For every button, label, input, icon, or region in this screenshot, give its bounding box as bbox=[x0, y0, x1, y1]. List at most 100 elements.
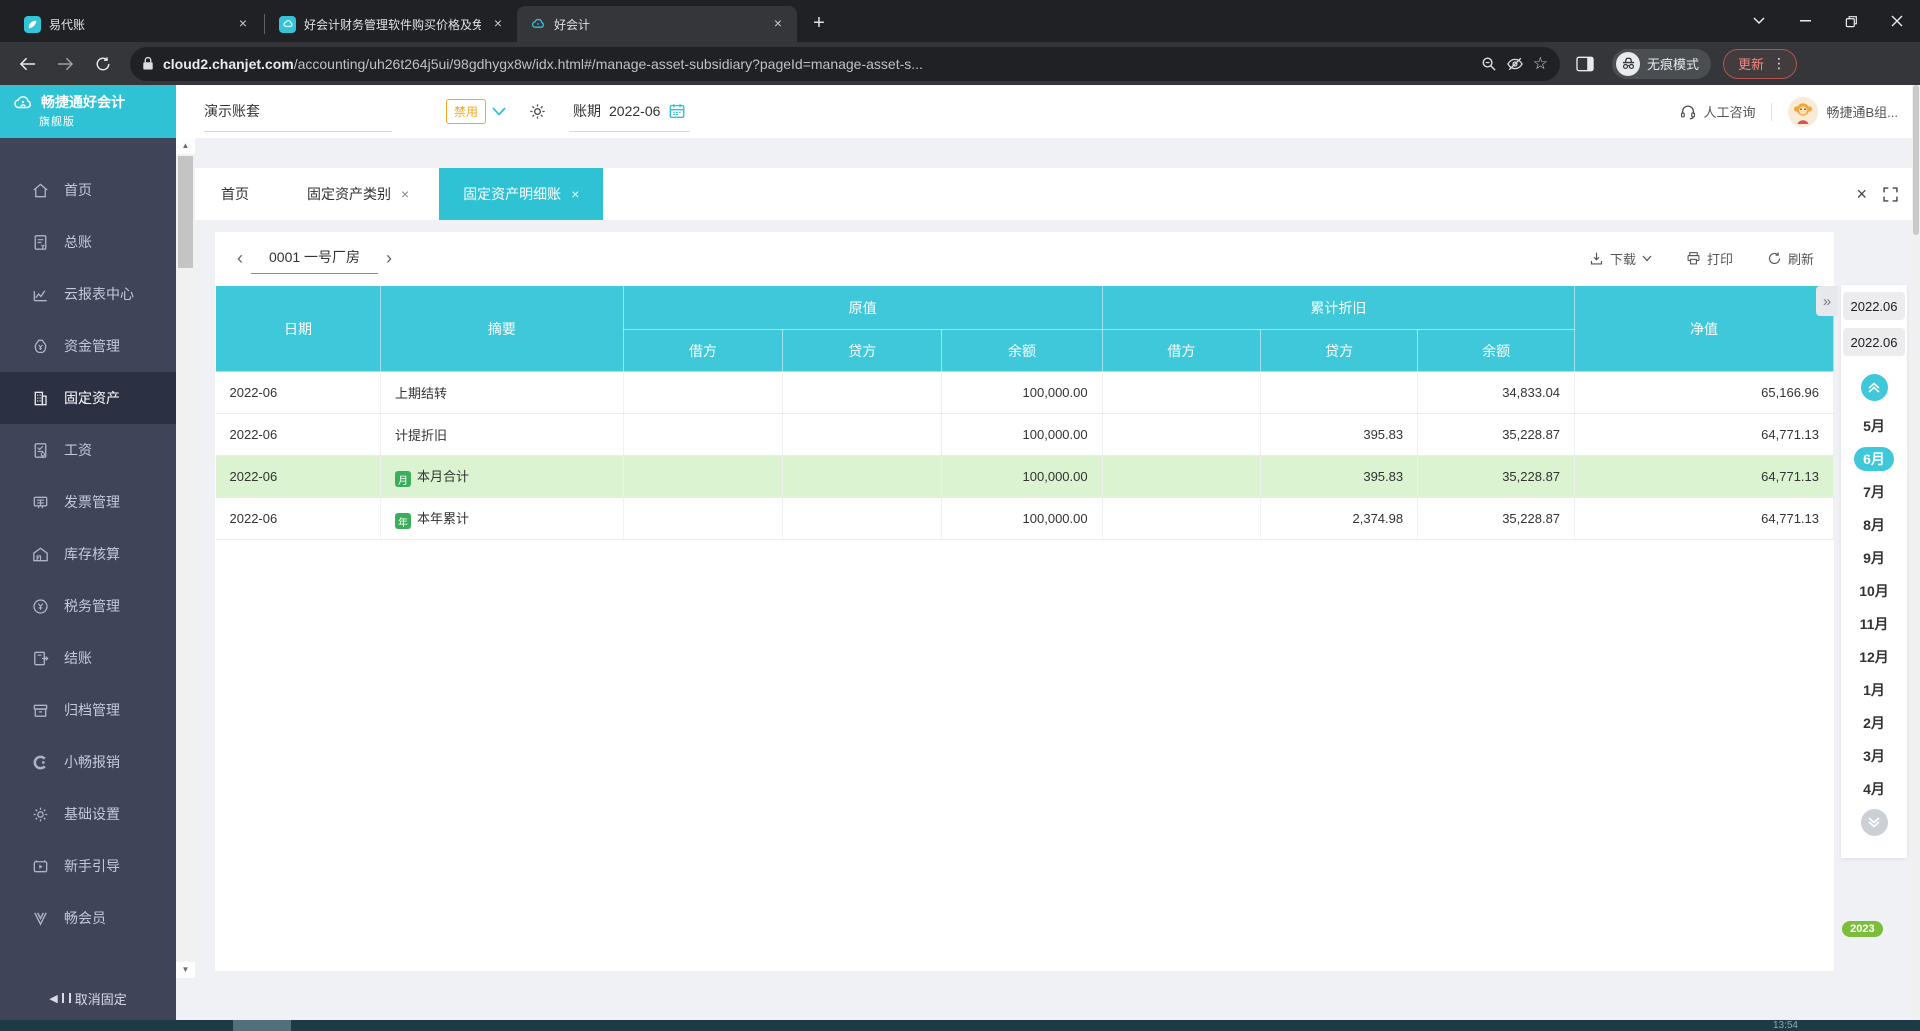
browser-scrollbar[interactable] bbox=[1912, 85, 1920, 1020]
close-page-icon[interactable]: × bbox=[1856, 183, 1867, 204]
month-item[interactable]: 3月 bbox=[1863, 748, 1885, 764]
horizontal-scroll-thumb[interactable] bbox=[233, 1020, 291, 1031]
month-item[interactable]: 8月 bbox=[1863, 517, 1885, 533]
refresh-button[interactable]: 刷新 bbox=[1767, 249, 1814, 268]
sidebar-item-tax[interactable]: 税务管理 bbox=[0, 580, 176, 632]
support-link[interactable]: 人工咨询 bbox=[1703, 105, 1756, 120]
sidebar-item-cloud-reports[interactable]: 云报表中心 bbox=[0, 268, 176, 320]
side-panel-icon[interactable] bbox=[1576, 56, 1594, 72]
month-scroll-up-button[interactable] bbox=[1860, 374, 1888, 401]
sidebar-item-inventory[interactable]: 库存核算 bbox=[0, 528, 176, 580]
scroll-up-icon[interactable]: ▲ bbox=[176, 138, 195, 154]
download-button[interactable]: 下载 bbox=[1589, 249, 1652, 268]
tab-close-icon[interactable]: × bbox=[238, 15, 248, 31]
month-item[interactable]: 9月 bbox=[1863, 550, 1885, 566]
table-row[interactable]: 2022-06 上期结转 100,000.00 34,833.04 65,166… bbox=[215, 371, 1834, 414]
sidebar-item-label: 基础设置 bbox=[64, 806, 120, 822]
month-scroll-down-button[interactable] bbox=[1860, 809, 1888, 836]
browser-update-button[interactable]: 更新 ⋮ bbox=[1723, 48, 1798, 79]
tab-close-icon[interactable]: × bbox=[571, 186, 580, 202]
scrollbar-thumb[interactable] bbox=[178, 156, 193, 268]
scroll-down-icon[interactable]: ▼ bbox=[176, 962, 195, 978]
sidebar-item-home[interactable]: 首页 bbox=[0, 164, 176, 216]
table-row-year-total[interactable]: 2022-06 年本年累计 100,000.00 2,374.98 35,228… bbox=[215, 497, 1834, 540]
accounting-period-picker[interactable]: 账期 2022-06 bbox=[569, 92, 691, 132]
cell-dep-credit: 2,374.98 bbox=[1260, 497, 1419, 540]
month-item[interactable]: 12月 bbox=[1859, 649, 1889, 665]
cell-dep-balance: 35,228.87 bbox=[1417, 455, 1576, 498]
col-group-accumulated-depreciation: 累计折旧 bbox=[1101, 285, 1576, 330]
address-bar[interactable]: cloud2.chanjet.com/accounting/uh26t264j5… bbox=[130, 46, 1560, 81]
bookmark-star-icon[interactable]: ☆ bbox=[1532, 53, 1548, 73]
settings-gear-icon[interactable] bbox=[528, 102, 547, 121]
brand-cloud-icon bbox=[12, 93, 34, 111]
browser-tab-haokuaiji[interactable]: 好会计 × bbox=[517, 6, 797, 42]
window-controls bbox=[1736, 0, 1920, 42]
browser-menu-icon[interactable]: ⋮ bbox=[1772, 55, 1787, 71]
reload-button[interactable] bbox=[86, 47, 120, 81]
page-tab-asset-category[interactable]: 固定资产类别 × bbox=[307, 168, 409, 220]
url-text[interactable]: cloud2.chanjet.com/accounting/uh26t264j5… bbox=[163, 56, 1471, 72]
month-item[interactable]: 7月 bbox=[1863, 484, 1885, 500]
fixed-asset-icon bbox=[30, 389, 50, 408]
restore-button[interactable] bbox=[1828, 0, 1874, 42]
tab-close-icon[interactable]: × bbox=[493, 15, 503, 31]
cell-dep-debit bbox=[1102, 371, 1262, 414]
month-item[interactable]: 2月 bbox=[1863, 715, 1885, 731]
search-icon[interactable] bbox=[1480, 55, 1497, 72]
app-logo-block: 畅捷通好会计 旗舰版 bbox=[0, 85, 176, 138]
table-row-month-total[interactable]: 2022-06 月本月合计 100,000.00 395.83 35,228.8… bbox=[215, 455, 1834, 498]
fullscreen-icon[interactable] bbox=[1883, 186, 1898, 202]
month-item[interactable]: 5月 bbox=[1863, 418, 1885, 434]
sidebar-item-general-ledger[interactable]: 总账 bbox=[0, 216, 176, 268]
print-button[interactable]: 打印 bbox=[1686, 249, 1733, 268]
sidebar-item-fixed-assets[interactable]: 固定资产 bbox=[0, 372, 176, 424]
sidebar-item-archive[interactable]: 归档管理 bbox=[0, 684, 176, 736]
tab-close-icon[interactable]: × bbox=[773, 15, 783, 31]
current-period-pill[interactable]: 2022.06 bbox=[1843, 292, 1905, 320]
browser-tab-yidaizhang[interactable]: 易代账 × bbox=[12, 6, 262, 42]
sidebar-item-payroll[interactable]: 工资 bbox=[0, 424, 176, 476]
asset-selector[interactable]: 0001 一号厂房 bbox=[251, 243, 379, 274]
page-tab-home[interactable]: 首页 bbox=[221, 168, 249, 220]
eye-off-icon[interactable] bbox=[1506, 56, 1524, 72]
minimize-button[interactable] bbox=[1782, 0, 1828, 42]
prev-asset-icon[interactable]: ‹ bbox=[237, 248, 243, 268]
sidebar-item-guide[interactable]: 新手引导 bbox=[0, 840, 176, 892]
chevron-down-icon[interactable] bbox=[492, 107, 506, 116]
url-domain: cloud2.chanjet.com bbox=[163, 55, 294, 72]
sidebar-item-settings[interactable]: 基础设置 bbox=[0, 788, 176, 840]
month-item[interactable]: 1月 bbox=[1863, 682, 1885, 698]
back-button[interactable] bbox=[10, 47, 44, 81]
cell-summary: 年本年累计 bbox=[380, 497, 624, 540]
user-name[interactable]: 畅捷通B组... bbox=[1826, 105, 1898, 120]
next-asset-icon[interactable]: › bbox=[386, 248, 393, 268]
account-set-selector[interactable]: 演示账套 bbox=[204, 92, 392, 132]
sidebar-item-member[interactable]: 畅会员 bbox=[0, 892, 176, 944]
month-item-active[interactable]: 6月 bbox=[1854, 447, 1894, 471]
calendar-icon[interactable] bbox=[668, 102, 686, 120]
expand-panel-icon[interactable]: » bbox=[1816, 286, 1838, 316]
forward-button[interactable] bbox=[48, 47, 82, 81]
sidebar-item-closing[interactable]: 结账 bbox=[0, 632, 176, 684]
tab-search-chevron-icon[interactable] bbox=[1736, 0, 1782, 42]
avatar[interactable] bbox=[1788, 96, 1819, 127]
tab-close-icon[interactable]: × bbox=[401, 186, 410, 202]
page-tab-asset-subsidiary[interactable]: 固定资产明细账 × bbox=[439, 168, 604, 220]
sidebar-item-funds[interactable]: 资金管理 bbox=[0, 320, 176, 372]
page-tab-label: 固定资产明细账 bbox=[463, 186, 562, 202]
sidebar-scrollbar[interactable]: ▲ ▼ bbox=[176, 138, 195, 978]
month-item[interactable]: 10月 bbox=[1859, 583, 1889, 599]
sidebar-item-reimburse[interactable]: 小畅报销 bbox=[0, 736, 176, 788]
unpin-sidebar-button[interactable]: ◀ 取消固定 bbox=[0, 980, 176, 1016]
month-item[interactable]: 11月 bbox=[1859, 616, 1889, 632]
scrollbar-thumb[interactable] bbox=[1913, 85, 1919, 235]
close-window-button[interactable] bbox=[1874, 0, 1920, 42]
table-row[interactable]: 2022-06 计提折旧 100,000.00 395.83 35,228.87… bbox=[215, 413, 1834, 456]
new-tab-button[interactable]: + bbox=[813, 12, 825, 34]
current-period-pill-alt[interactable]: 2022.06 bbox=[1843, 328, 1905, 356]
sidebar-item-invoices[interactable]: 发票管理 bbox=[0, 476, 176, 528]
disabled-badge: 禁用 bbox=[446, 99, 487, 124]
month-item[interactable]: 4月 bbox=[1863, 781, 1885, 797]
browser-tab-haokuaiji-info[interactable]: 好会计财务管理软件购买价格及免 × bbox=[267, 6, 517, 42]
